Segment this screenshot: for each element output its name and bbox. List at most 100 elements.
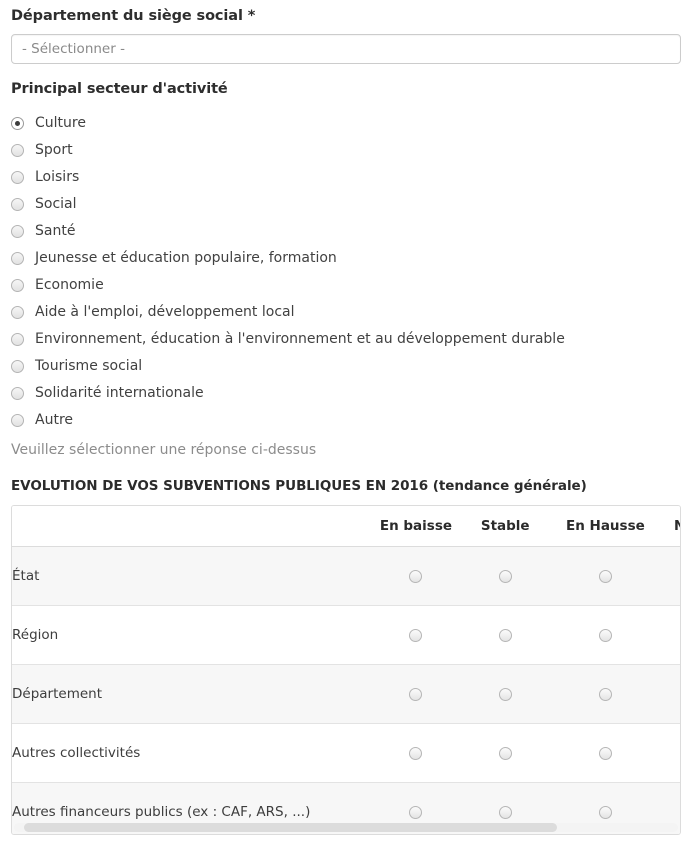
matrix-option-cell[interactable]	[460, 723, 550, 783]
radio-unchecked-icon[interactable]	[409, 806, 423, 819]
matrix-column-header: Stable	[460, 505, 550, 547]
matrix-column-header: En Hausse	[549, 505, 661, 547]
radio-unchecked-icon[interactable]	[11, 359, 24, 373]
sector-radio-label: Santé	[35, 223, 76, 239]
matrix-option-cell[interactable]	[371, 664, 461, 724]
sector-radio-item[interactable]: Tourisme social	[0, 353, 688, 380]
matrix-option-cell[interactable]	[660, 723, 680, 783]
sector-radio-item[interactable]: Loisirs	[0, 164, 688, 191]
radio-unchecked-icon[interactable]	[11, 413, 24, 427]
radio-unchecked-icon[interactable]	[498, 806, 512, 819]
radio-unchecked-icon[interactable]	[11, 386, 24, 400]
radio-unchecked-icon[interactable]	[409, 570, 423, 583]
radio-unchecked-icon[interactable]	[498, 688, 512, 701]
radio-checked-icon[interactable]	[11, 116, 24, 130]
matrix-option-cell[interactable]	[371, 546, 461, 606]
radio-unchecked-icon[interactable]	[409, 747, 423, 760]
radio-unchecked-icon[interactable]	[11, 305, 24, 319]
sector-help-text: Veuillez sélectionner une réponse ci-des…	[11, 441, 317, 458]
matrix-option-cell[interactable]	[460, 546, 550, 606]
subventions-matrix-block: EVOLUTION DE VOS SUBVENTIONS PUBLIQUES E…	[0, 478, 688, 835]
matrix-option-cell[interactable]	[549, 605, 661, 665]
matrix-option-cell[interactable]	[660, 664, 680, 724]
sector-radio-item[interactable]: Culture	[0, 110, 688, 137]
matrix-option-cell[interactable]	[371, 605, 461, 665]
matrix-body: État Région Département Autres collectivité…	[12, 546, 680, 834]
radio-unchecked-icon[interactable]	[598, 688, 612, 701]
horizontal-scrollbar-thumb[interactable]	[24, 822, 557, 832]
sector-radio-label: Culture	[35, 115, 86, 131]
sector-radio-label: Jeunesse et éducation populaire, formati…	[35, 250, 337, 266]
radio-unchecked-icon[interactable]	[498, 570, 512, 583]
matrix-option-cell[interactable]	[660, 605, 680, 665]
sector-radio-item[interactable]: Sport	[0, 137, 688, 164]
matrix-row-label: État	[12, 546, 372, 606]
sector-radio-list: Culture Sport Loisirs Social Santé Jeunesse e…	[0, 110, 688, 434]
radio-unchecked-icon[interactable]	[598, 570, 612, 583]
matrix-option-cell[interactable]	[660, 782, 680, 834]
matrix-row-label: Région	[12, 605, 372, 665]
matrix-row: Autres collectivités	[12, 723, 680, 783]
sector-radio-item[interactable]: Autre	[0, 407, 688, 434]
radio-unchecked-icon[interactable]	[409, 629, 423, 642]
radio-unchecked-icon[interactable]	[11, 197, 24, 211]
matrix-row: Département	[12, 664, 680, 724]
matrix-row-label: Autres collectivités	[12, 723, 372, 783]
radio-unchecked-icon[interactable]	[598, 629, 612, 642]
sector-radio-item[interactable]: Jeunesse et éducation populaire, formati…	[0, 245, 688, 272]
radio-unchecked-icon[interactable]	[598, 806, 612, 819]
sector-radio-item[interactable]: Aide à l'emploi, développement local	[0, 299, 688, 326]
radio-unchecked-icon[interactable]	[11, 278, 24, 292]
horizontal-scrollbar-track[interactable]	[14, 822, 678, 832]
matrix-row-label: Département	[12, 664, 372, 724]
subventions-matrix-title: EVOLUTION DE VOS SUBVENTIONS PUBLIQUES E…	[11, 478, 587, 494]
matrix-corner-cell	[12, 505, 372, 547]
sector-field-label: Principal secteur d'activité	[11, 81, 228, 97]
radio-unchecked-icon[interactable]	[498, 629, 512, 642]
radio-unchecked-icon[interactable]	[11, 251, 24, 265]
matrix-option-cell[interactable]	[460, 664, 550, 724]
sector-radio-item[interactable]: Santé	[0, 218, 688, 245]
sector-radio-item[interactable]: Social	[0, 191, 688, 218]
sector-radio-label: Social	[35, 196, 77, 212]
sector-radio-item[interactable]: Economie	[0, 272, 688, 299]
matrix-option-cell[interactable]	[549, 546, 661, 606]
sector-radio-label: Loisirs	[35, 169, 80, 185]
radio-unchecked-icon[interactable]	[11, 143, 24, 157]
department-field-block: Département du siège social * - Sélectio…	[0, 0, 688, 64]
department-select-wrap: - Sélectionner -	[11, 33, 681, 64]
radio-unchecked-icon[interactable]	[409, 688, 423, 701]
department-select[interactable]: - Sélectionner -	[11, 33, 681, 64]
sector-radio-label: Solidarité internationale	[35, 385, 204, 401]
matrix-option-cell[interactable]	[549, 664, 661, 724]
radio-unchecked-icon[interactable]	[498, 747, 512, 760]
matrix-row: Région	[12, 605, 680, 665]
department-select-value: - Sélectionner -	[22, 40, 125, 57]
matrix-column-header: Ne sait pas	[660, 505, 680, 547]
matrix-option-cell[interactable]	[549, 723, 661, 783]
matrix-option-cell[interactable]	[460, 605, 550, 665]
matrix-option-cell[interactable]	[660, 546, 680, 606]
sector-radio-label: Economie	[35, 277, 104, 293]
matrix-row: État	[12, 546, 680, 606]
sector-field-block: Principal secteur d'activité Culture Spor…	[0, 82, 688, 457]
radio-unchecked-icon[interactable]	[11, 332, 24, 346]
radio-unchecked-icon[interactable]	[11, 224, 24, 238]
department-field-label: Département du siège social *	[11, 8, 256, 24]
sector-radio-item[interactable]: Environnement, éducation à l'environneme…	[0, 326, 688, 353]
sector-radio-label: Tourisme social	[35, 358, 143, 374]
sector-radio-label: Environnement, éducation à l'environneme…	[35, 331, 565, 347]
sector-radio-label: Sport	[35, 142, 73, 158]
radio-unchecked-icon[interactable]	[11, 170, 24, 184]
matrix-column-header: En baisse	[371, 505, 461, 547]
sector-radio-label: Aide à l'emploi, développement local	[35, 304, 295, 320]
sector-radio-item[interactable]: Solidarité internationale	[0, 380, 688, 407]
sector-radio-label: Autre	[35, 412, 74, 428]
matrix-option-cell[interactable]	[371, 723, 461, 783]
radio-unchecked-icon[interactable]	[598, 747, 612, 760]
